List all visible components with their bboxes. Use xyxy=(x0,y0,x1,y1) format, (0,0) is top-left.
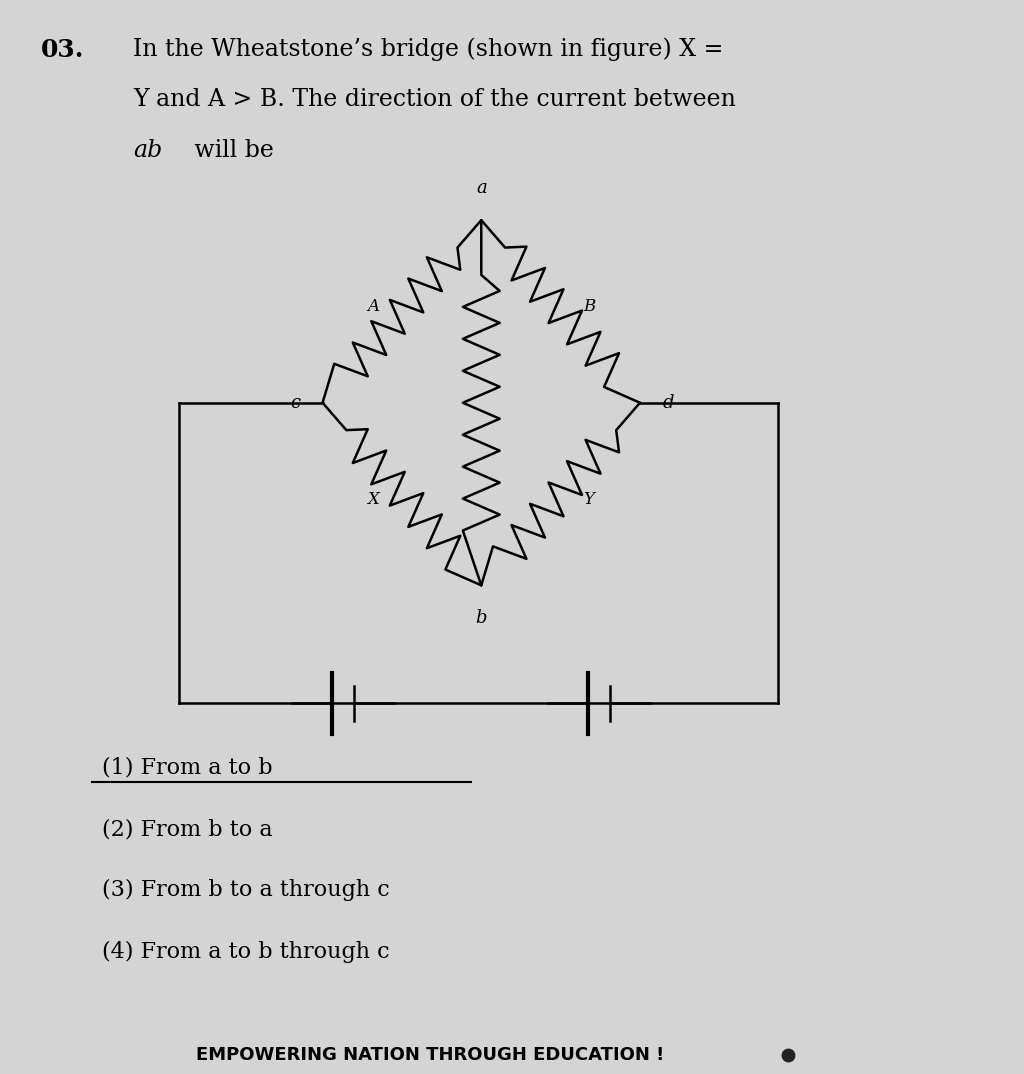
Text: A: A xyxy=(368,297,379,315)
Text: b: b xyxy=(475,609,487,627)
Text: In the Wheatstone’s bridge (shown in figure) X =: In the Wheatstone’s bridge (shown in fig… xyxy=(133,38,724,61)
Text: (1) From a to b: (1) From a to b xyxy=(102,757,273,779)
Text: X: X xyxy=(368,491,379,508)
Text: 03.: 03. xyxy=(41,38,84,61)
Text: (3) From b to a through c: (3) From b to a through c xyxy=(102,880,390,901)
Text: (4) From a to b through c: (4) From a to b through c xyxy=(102,941,390,962)
Text: Y and A > B. The direction of the current between: Y and A > B. The direction of the curren… xyxy=(133,88,736,111)
Text: EMPOWERING NATION THROUGH EDUCATION !: EMPOWERING NATION THROUGH EDUCATION ! xyxy=(196,1046,665,1063)
Text: (2) From b to a: (2) From b to a xyxy=(102,818,273,840)
Text: d: d xyxy=(663,394,674,411)
Text: ab: ab xyxy=(133,139,163,161)
Text: Y: Y xyxy=(584,491,594,508)
Text: B: B xyxy=(584,297,595,315)
Text: will be: will be xyxy=(187,139,274,161)
Text: a: a xyxy=(476,178,486,197)
Text: c: c xyxy=(290,394,300,411)
